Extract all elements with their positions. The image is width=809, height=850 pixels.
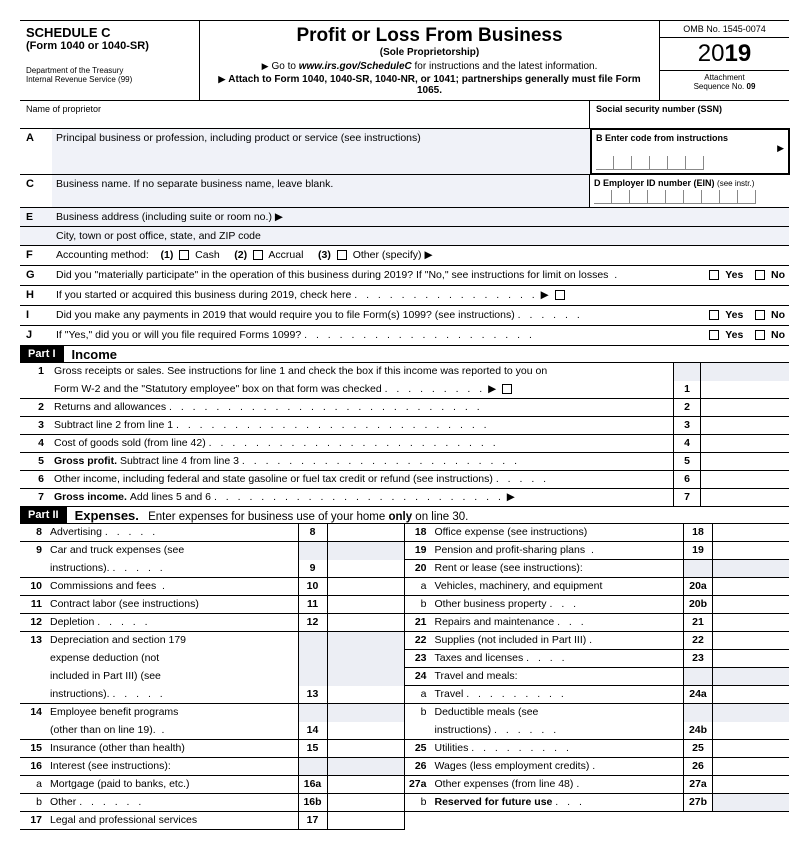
line-9-amount[interactable]: [328, 560, 404, 577]
line-20a-amount[interactable]: [713, 578, 789, 595]
row-c-d: C Business name. If no separate business…: [20, 175, 789, 208]
line-24b-amount[interactable]: [713, 722, 789, 739]
expenses-left: 8Advertising . . . . .8 9Car and truck e…: [20, 524, 405, 830]
line-15-amount[interactable]: [328, 740, 404, 757]
line-16b-amount[interactable]: [328, 794, 404, 811]
header-middle: Profit or Loss From Business (Sole Propr…: [200, 21, 659, 100]
line-5-amount[interactable]: [701, 453, 789, 470]
line-2: 2 Returns and allowances . . . . . . . .…: [20, 399, 789, 417]
principal-business-field[interactable]: Principal business or profession, includ…: [52, 129, 590, 174]
line-19-amount[interactable]: [713, 542, 789, 559]
line-3-amount[interactable]: [701, 417, 789, 434]
tax-year: 2019: [660, 38, 789, 70]
name-row: Name of proprietor Social security numbe…: [20, 101, 789, 129]
arrow-icon: [218, 74, 228, 85]
code-boxes[interactable]: [596, 156, 784, 170]
g-yes-checkbox[interactable]: [709, 270, 719, 280]
line-7: 7 Gross income. Add lines 5 and 6 . . . …: [20, 489, 789, 507]
i-no-checkbox[interactable]: [755, 310, 765, 320]
letter-c: C: [20, 175, 52, 207]
h-checkbox[interactable]: [555, 290, 565, 300]
attachment-sequence: Attachment Sequence No. 09: [660, 70, 789, 93]
cash-checkbox[interactable]: [179, 250, 189, 260]
line-4: 4 Cost of goods sold (from line 42) . . …: [20, 435, 789, 453]
dept-irs: Internal Revenue Service (99): [26, 75, 193, 84]
proprietor-name-field[interactable]: Name of proprietor: [20, 101, 589, 128]
row-e: E Business address (including suite or r…: [20, 208, 789, 246]
row-g: G Did you "materially participate" in th…: [20, 266, 789, 286]
line-7-amount[interactable]: [701, 489, 789, 506]
line-21-amount[interactable]: [713, 614, 789, 631]
schedule-c-form: SCHEDULE C (Form 1040 or 1040-SR) Depart…: [20, 20, 789, 830]
line-6: 6 Other income, including federal and st…: [20, 471, 789, 489]
letter-a: A: [20, 129, 52, 174]
line-25-amount[interactable]: [713, 740, 789, 757]
line-26-amount[interactable]: [713, 758, 789, 775]
arrow-icon: [262, 61, 272, 72]
line-24a-amount[interactable]: [713, 686, 789, 703]
j-yes-checkbox[interactable]: [709, 330, 719, 340]
part-2-header: Part II Expenses. Enter expenses for bus…: [20, 507, 789, 524]
line-10-amount[interactable]: [328, 578, 404, 595]
line-11-amount[interactable]: [328, 596, 404, 613]
ein-box[interactable]: D Employer ID number (EIN) (see instr.): [589, 175, 789, 207]
ein-boxes[interactable]: [594, 190, 785, 204]
i-yes-checkbox[interactable]: [709, 310, 719, 320]
line-1-amount[interactable]: [701, 381, 789, 398]
expenses-right: 18Office expense (see instructions)18 19…: [405, 524, 790, 830]
form-header: SCHEDULE C (Form 1040 or 1040-SR) Depart…: [20, 21, 789, 101]
g-no-checkbox[interactable]: [755, 270, 765, 280]
address-line-2[interactable]: City, town or post office, state, and ZI…: [20, 227, 789, 246]
accrual-checkbox[interactable]: [253, 250, 263, 260]
accounting-method: Accounting method: (1) Cash (2) Accrual …: [52, 246, 789, 265]
goto-line: Go to www.irs.gov/ScheduleC for instruct…: [206, 61, 653, 72]
line-1a: 1 Gross receipts or sales. See instructi…: [20, 363, 789, 381]
line-8-amount[interactable]: [328, 524, 404, 541]
dept-treasury: Department of the Treasury: [26, 66, 193, 75]
line-5: 5 Gross profit. Subtract line 4 from lin…: [20, 453, 789, 471]
line-2-amount[interactable]: [701, 399, 789, 416]
other-checkbox[interactable]: [337, 250, 347, 260]
line-17-amount[interactable]: [328, 812, 404, 829]
address-line-1[interactable]: E Business address (including suite or r…: [20, 208, 789, 227]
expenses-grid: 8Advertising . . . . .8 9Car and truck e…: [20, 524, 789, 830]
row-a-b: A Principal business or profession, incl…: [20, 129, 789, 175]
header-left: SCHEDULE C (Form 1040 or 1040-SR) Depart…: [20, 21, 200, 100]
line-6-amount[interactable]: [701, 471, 789, 488]
part-1-header: Part I Income: [20, 346, 789, 363]
row-f: F Accounting method: (1) Cash (2) Accrua…: [20, 246, 789, 266]
line-4-amount[interactable]: [701, 435, 789, 452]
attach-line: Attach to Form 1040, 1040-SR, 1040-NR, o…: [206, 74, 653, 96]
line-18-amount[interactable]: [713, 524, 789, 541]
form-title: Profit or Loss From Business: [206, 25, 653, 47]
row-i: I Did you make any payments in 2019 that…: [20, 306, 789, 326]
row-j: J If "Yes," did you or will you file req…: [20, 326, 789, 346]
ssn-field[interactable]: Social security number (SSN): [589, 101, 789, 128]
line-3: 3 Subtract line 2 from line 1 . . . . . …: [20, 417, 789, 435]
business-name-field[interactable]: Business name. If no separate business n…: [52, 175, 589, 207]
header-right: OMB No. 1545-0074 2019 Attachment Sequen…: [659, 21, 789, 100]
line-23-amount[interactable]: [713, 650, 789, 667]
line-13-amount[interactable]: [328, 686, 404, 703]
line-20b-amount[interactable]: [713, 596, 789, 613]
line-22-amount[interactable]: [713, 632, 789, 649]
form-number: (Form 1040 or 1040-SR): [26, 40, 193, 52]
line-1b: Form W-2 and the "Statutory employee" bo…: [20, 381, 789, 399]
row-h: H If you started or acquired this busine…: [20, 286, 789, 306]
j-no-checkbox[interactable]: [755, 330, 765, 340]
line-16a-amount[interactable]: [328, 776, 404, 793]
line-27a-amount[interactable]: [713, 776, 789, 793]
line-14-amount[interactable]: [328, 722, 404, 739]
form-subtitle: (Sole Proprietorship): [206, 47, 653, 58]
line-27b-amount: [713, 794, 789, 811]
statutory-checkbox[interactable]: [502, 384, 512, 394]
code-box[interactable]: B Enter code from instructions ▶: [590, 128, 790, 175]
line-12-amount[interactable]: [328, 614, 404, 631]
omb-number: OMB No. 1545-0074: [660, 21, 789, 38]
schedule-label: SCHEDULE C: [26, 25, 193, 40]
